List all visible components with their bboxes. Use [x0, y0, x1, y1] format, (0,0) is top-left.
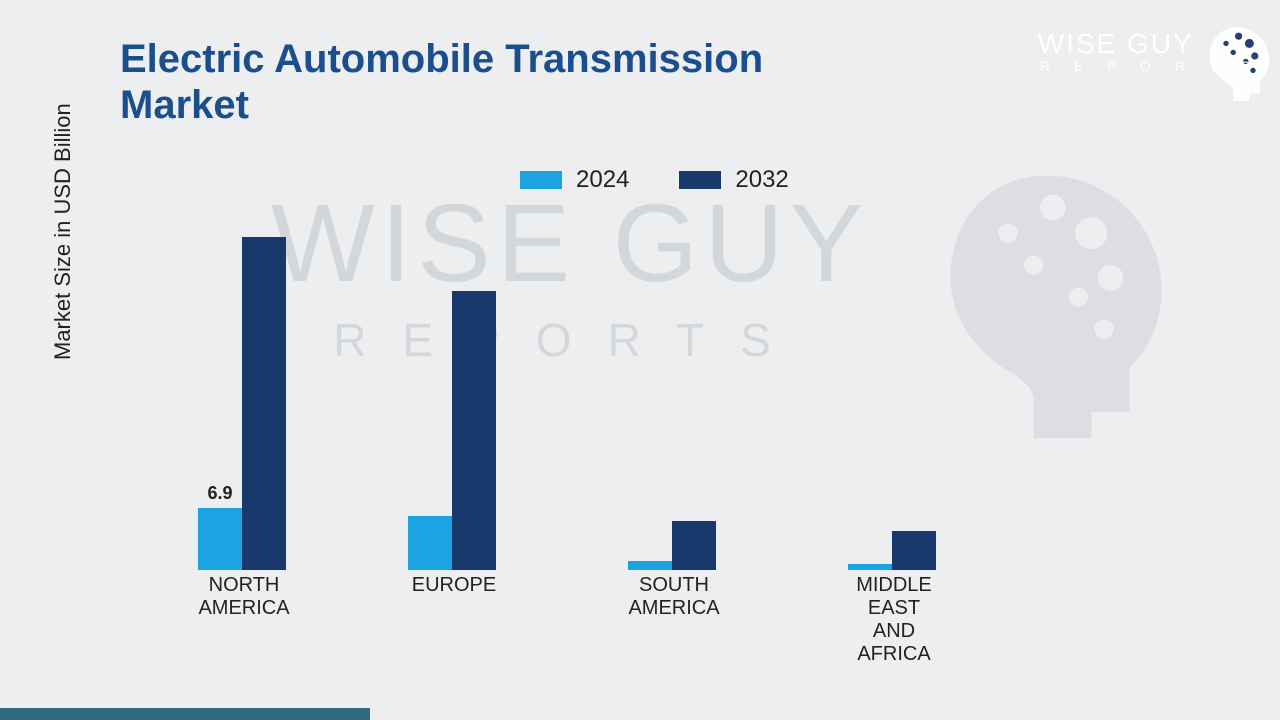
brand-line1: WISE GUY [1038, 28, 1260, 60]
x-tick-label: NORTHAMERICA [164, 574, 324, 620]
legend-label-2032: 2032 [735, 166, 788, 194]
bar [848, 564, 892, 570]
legend-item-2024: 2024 [520, 166, 629, 194]
chart-title: Electric Automobile Transmission Market [120, 36, 840, 128]
plot-area: 6.9 [114, 210, 934, 570]
bar [452, 291, 496, 570]
legend-swatch-2024 [520, 171, 562, 189]
bar [892, 531, 936, 570]
bar [672, 521, 716, 571]
x-tick-label: SOUTHAMERICA [594, 574, 754, 620]
legend-label-2024: 2024 [576, 166, 629, 194]
bar [408, 516, 452, 570]
bar [198, 508, 242, 570]
brand-line2: R E P O R T S [1038, 58, 1260, 74]
bottom-accent-bar [0, 708, 370, 720]
brand-logo-text: WISE GUY R E P O R T S [1038, 28, 1260, 74]
y-axis-label: Market Size in USD Billion [50, 103, 76, 360]
legend-swatch-2032 [679, 171, 721, 189]
x-tick-label: EUROPE [374, 574, 534, 597]
x-tick-label: MIDDLEEASTANDAFRICA [814, 574, 974, 666]
bar-chart: Market Size in USD Billion 2024 2032 6.9… [60, 160, 960, 700]
bar-value-label: 6.9 [190, 483, 250, 504]
bar [628, 561, 672, 570]
bar [242, 237, 286, 570]
page: WISE GUY R E P O R T S Electric Automobi… [0, 0, 1280, 720]
legend: 2024 2032 [520, 166, 789, 194]
legend-item-2032: 2032 [679, 166, 788, 194]
